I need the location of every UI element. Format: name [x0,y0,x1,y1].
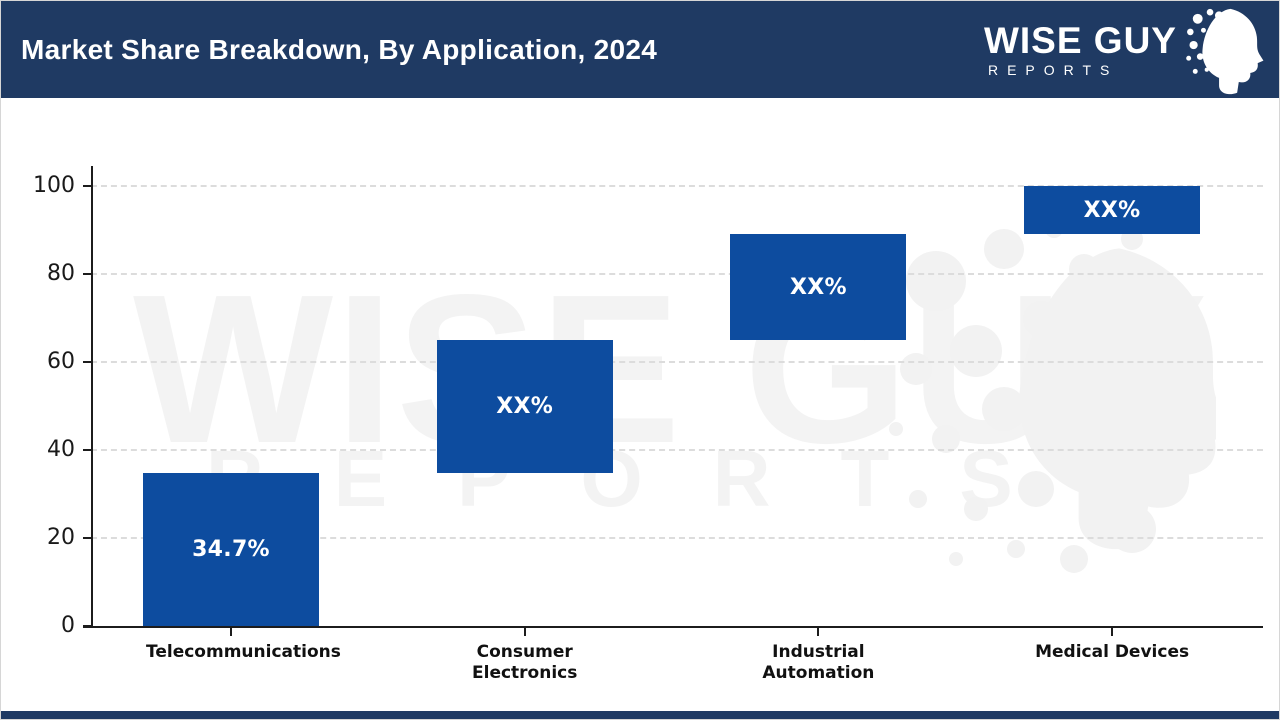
y-axis-tick [83,537,91,539]
wise-guy-reports-logo: WISE GUY REPORTS [984,1,1267,98]
bar-value-label: XX% [1083,197,1141,223]
plot-area: 0 20 40 60 80 100 34.7% Telecommunications XX% Co… [1,98,1279,713]
bar-value-label: XX% [789,274,847,300]
logo-reports-text: REPORTS [987,62,1119,78]
y-axis-tick [83,361,91,363]
bar-value-label: 34.7% [192,537,270,563]
bar-telecommunications: 34.7% [143,473,319,626]
bar-consumer-electronics: XX% [436,340,613,474]
logo-wiseguy-text: WISE GUY [983,20,1177,61]
watermark-head-dots-icon [879,220,1216,573]
page-title: Market Share Breakdown, By Application, … [21,33,658,65]
gridline-80 [91,273,1263,275]
gridline-100 [91,185,1263,187]
bar-value-label: XX% [496,394,554,420]
header-bar: Market Share Breakdown, By Application, … [1,1,1279,98]
x-axis-tick [817,628,820,636]
y-tick-label: 20 [47,525,75,550]
category-label: Industrial Automation [762,642,875,684]
y-tick-label: 100 [33,173,75,198]
x-axis-line [83,626,1263,628]
footer-bar [1,711,1279,719]
x-axis-tick [1111,628,1114,636]
y-axis-line [91,166,93,628]
category-label: Medical Devices [1035,642,1190,662]
x-axis-tick [523,628,526,636]
logo-head-dots-icon [1186,8,1264,94]
gridline-20 [91,537,1263,539]
y-tick-label: 0 [61,613,75,638]
y-tick-label: 80 [47,261,75,286]
y-axis-tick [83,273,91,275]
x-axis-tick [230,628,232,636]
gridline-60 [91,361,1263,363]
gridline-40 [91,449,1263,451]
y-tick-label: 40 [47,437,75,462]
y-axis-tick [83,449,91,451]
y-axis-tick [83,185,91,187]
category-label: Consumer Electronics [472,642,578,684]
bar-medical-devices: XX% [1024,186,1201,235]
category-label: Telecommunications [146,642,341,662]
y-tick-label: 60 [47,349,75,374]
bar-industrial-automation: XX% [730,234,907,340]
